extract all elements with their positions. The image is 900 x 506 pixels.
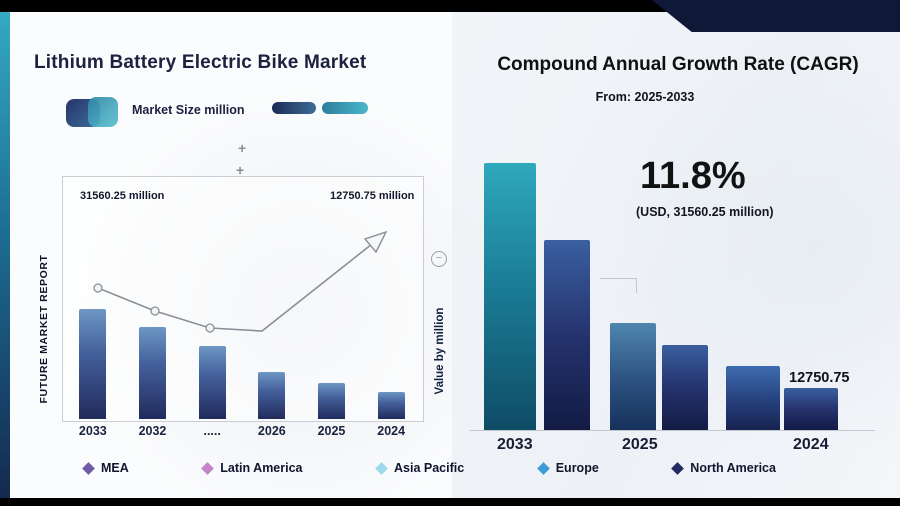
right-bar-2033-a xyxy=(484,163,536,430)
legend-diamond-europe xyxy=(536,461,550,475)
left-x-label-2032: 2032 xyxy=(138,424,167,438)
bottom-black-bar xyxy=(0,498,900,506)
right-x-label-2025: 2025 xyxy=(622,436,658,453)
right-bar-group-2025 xyxy=(610,323,708,430)
plus-decoration-1: + xyxy=(238,140,247,156)
right-bar-2025-b xyxy=(662,345,708,430)
legend-label-asia-pacific: Asia Pacific xyxy=(394,461,465,475)
right-bar-group-2033 xyxy=(484,163,590,430)
left-x-label-2025: 2025 xyxy=(317,424,346,438)
right-bar-value-label: 12750.75 xyxy=(789,370,850,386)
legend-label-mea: MEA xyxy=(101,461,129,475)
legend-item-mea: MEA xyxy=(82,461,129,475)
left-x-label-2024: 2024 xyxy=(377,424,406,438)
legend-diamond-north-america xyxy=(671,461,685,475)
legend-item-north-america: North America xyxy=(671,461,776,475)
legend-label-north-america: North America xyxy=(690,461,776,475)
cagr-usd-note: (USD, 31560.25 million) xyxy=(636,205,774,219)
legend-item-latin-america: Latin America xyxy=(201,461,303,475)
left-x-label-2026: 2026 xyxy=(257,424,286,438)
right-x-axis-line xyxy=(470,430,875,431)
legend-label-latin-america: Latin America xyxy=(220,461,303,475)
left-bar-2025 xyxy=(317,383,345,419)
left-bar-2032 xyxy=(138,327,166,419)
right-chart-subtitle: From: 2025-2033 xyxy=(595,90,695,104)
left-bar-2024 xyxy=(377,392,405,419)
plus-decoration-2: + xyxy=(236,162,245,178)
right-bar-2024-a xyxy=(726,366,780,430)
right-x-label-2033: 2033 xyxy=(497,436,533,453)
left-chart-frame xyxy=(62,176,424,422)
right-bar-2033-b xyxy=(544,240,590,430)
market-size-icon xyxy=(66,97,122,129)
left-chart-title: Lithium Battery Electric Bike Market xyxy=(34,52,367,73)
value-by-million-axis-label: Value by million xyxy=(434,307,446,395)
left-accent-strip xyxy=(0,12,10,498)
left-x-label-ellipsis: ..... xyxy=(203,424,221,438)
right-x-label-2024: 2024 xyxy=(793,436,829,453)
legend-label-europe: Europe xyxy=(555,461,599,475)
left-bar-ellipsis xyxy=(198,346,226,419)
region-legend: MEA Latin America Asia Pacific Europe North … xyxy=(82,461,776,475)
left-bar-2026 xyxy=(258,372,286,419)
left-chart-max-value-label: 31560.25 million xyxy=(80,190,165,202)
left-chart-min-value-label: 12750.75 million xyxy=(330,190,415,202)
legend-diamond-asia-pacific xyxy=(375,461,388,475)
legend-diamond-latin-america xyxy=(201,461,215,475)
right-bar-2024-b xyxy=(784,388,838,430)
left-bar-2033 xyxy=(79,309,107,419)
legend-diamond-mea xyxy=(82,461,95,475)
corner-bracket-decoration xyxy=(600,278,637,293)
market-size-legend-label: Market Size million xyxy=(132,103,245,117)
market-size-icon-shape-teal xyxy=(88,97,118,127)
left-x-axis-labels: 2033 2032 ..... 2026 2025 2024 xyxy=(63,424,421,438)
right-bar-2025-a xyxy=(610,323,656,430)
legend-item-asia-pacific: Asia Pacific xyxy=(375,461,465,475)
right-bar-group-2024 xyxy=(726,366,838,430)
legend-pill-navy xyxy=(272,102,316,114)
cagr-percentage: 11.8% xyxy=(640,155,746,197)
legend-item-europe: Europe xyxy=(536,461,599,475)
trend-line-arrow xyxy=(93,230,388,333)
left-x-label-2033: 2033 xyxy=(78,424,107,438)
top-right-corner-shape xyxy=(652,0,900,32)
right-chart-title: Compound Annual Growth Rate (CAGR) xyxy=(497,54,859,75)
legend-pill-teal xyxy=(322,102,368,114)
left-bar-series xyxy=(63,177,421,419)
future-market-report-watermark: FUTURE MARKET REPORT xyxy=(38,254,50,404)
circle-minus-decoration: − xyxy=(431,251,447,267)
